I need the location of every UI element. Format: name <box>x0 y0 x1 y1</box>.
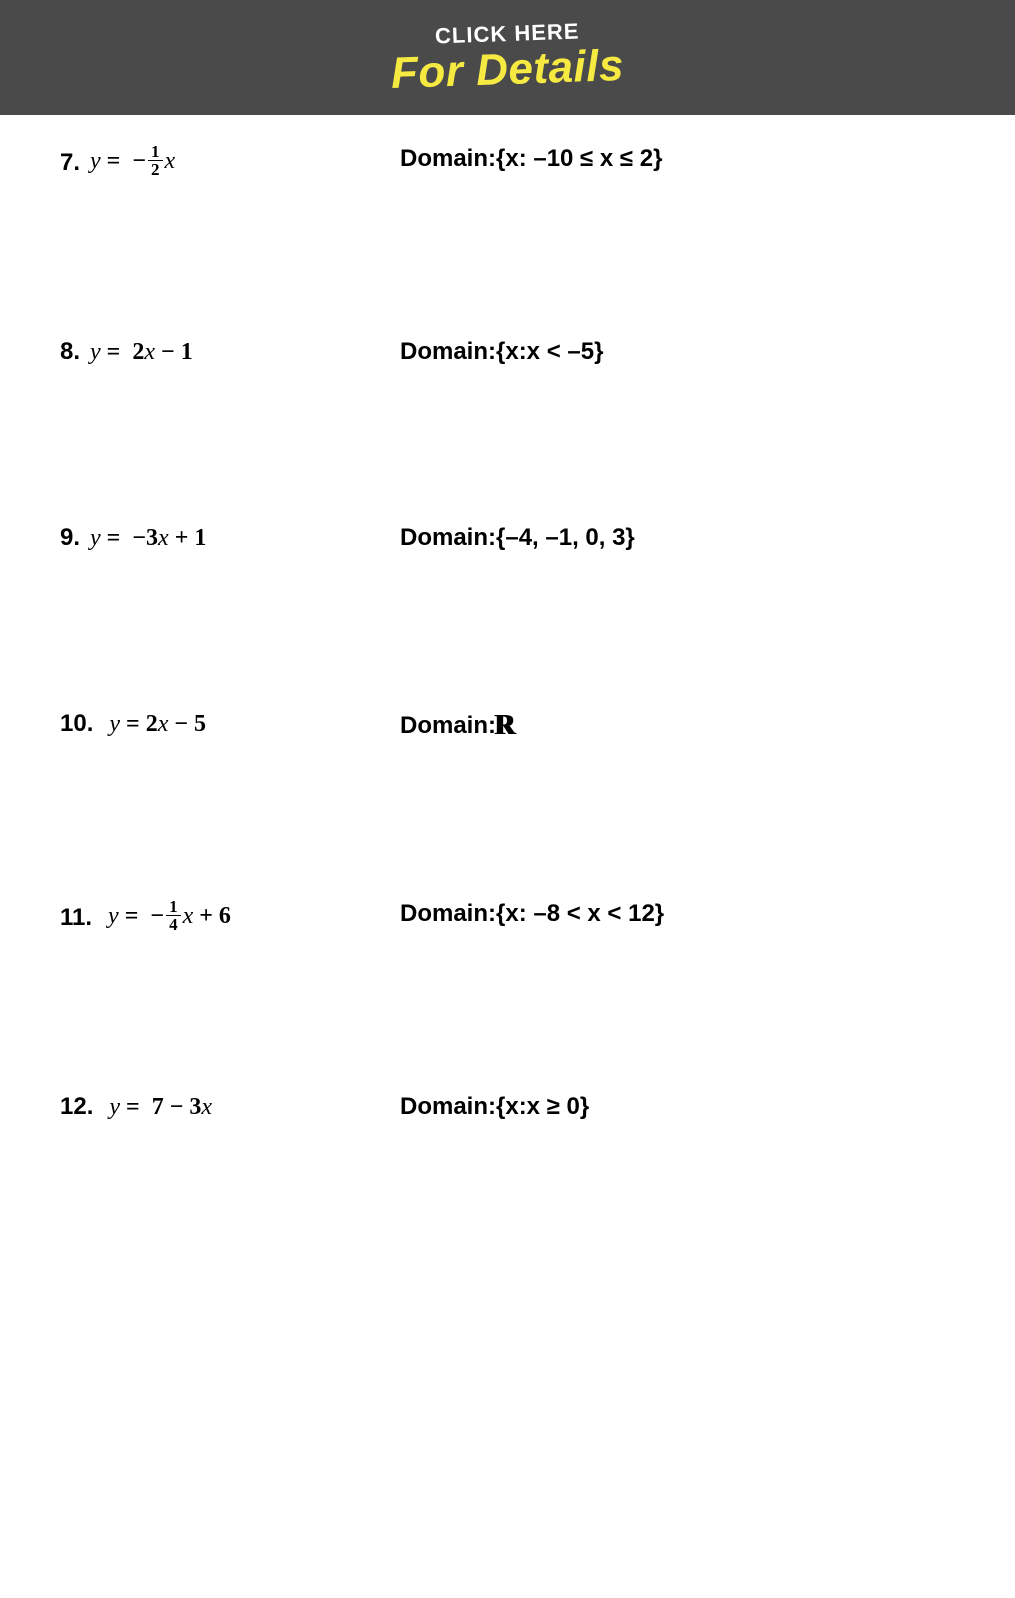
problem-number: 11. <box>60 904 92 932</box>
domain-label: Domain: <box>400 524 496 552</box>
equation: 8. y = 2x − 1 <box>60 338 400 366</box>
equation-text: y = −12x <box>90 145 175 180</box>
domain-label: Domain: <box>400 1093 496 1121</box>
equation: 7. y = −12x <box>60 145 400 180</box>
problem-number: 12. <box>60 1093 93 1121</box>
equation: 9. y = −3x + 1 <box>60 524 400 552</box>
domain-value: {–4, –1, 0, 3} <box>496 524 635 552</box>
equation-text: y = −3x + 1 <box>90 525 206 552</box>
equation: 11. y = −14x + 6 <box>60 900 400 935</box>
equation: 12. y = 7 − 3x <box>60 1093 400 1121</box>
problem-number: 9. <box>60 524 80 552</box>
domain: Domain: R <box>400 710 516 742</box>
problem-row: 12. y = 7 − 3x Domain: {x:x ≥ 0} <box>60 1093 955 1121</box>
domain: Domain: {x:x < –5} <box>400 338 603 366</box>
domain-label: Domain: <box>400 338 496 366</box>
domain: Domain: {–4, –1, 0, 3} <box>400 524 635 552</box>
equation: 10. y = 2x − 5 <box>60 710 400 738</box>
real-numbers-symbol: R <box>496 710 516 742</box>
domain-value: {x:x < –5} <box>496 338 603 366</box>
domain-label: Domain: <box>400 900 496 928</box>
worksheet-content: 7. y = −12x Domain: {x: –10 ≤ x ≤ 2} 8. … <box>0 115 1015 1299</box>
equation-text: y = 7 − 3x <box>103 1094 212 1121</box>
banner-bottom-text: For Details <box>390 40 624 98</box>
problem-row: 10. y = 2x − 5 Domain: R <box>60 710 955 742</box>
problem-number: 10. <box>60 710 93 738</box>
domain: Domain: {x: –8 < x < 12} <box>400 900 664 928</box>
equation-text: y = 2x − 5 <box>103 711 206 738</box>
problem-row: 7. y = −12x Domain: {x: –10 ≤ x ≤ 2} <box>60 145 955 180</box>
domain: Domain: {x: –10 ≤ x ≤ 2} <box>400 145 662 173</box>
domain-value: {x:x ≥ 0} <box>496 1093 589 1121</box>
problem-number: 7. <box>60 149 80 177</box>
domain-label: Domain: <box>400 712 496 740</box>
domain-label: Domain: <box>400 145 496 173</box>
equation-text: y = −14x + 6 <box>102 900 231 935</box>
problem-row: 8. y = 2x − 1 Domain: {x:x < –5} <box>60 338 955 366</box>
equation-text: y = 2x − 1 <box>90 339 193 366</box>
domain-value: {x: –8 < x < 12} <box>496 900 664 928</box>
problem-row: 9. y = −3x + 1 Domain: {–4, –1, 0, 3} <box>60 524 955 552</box>
problem-row: 11. y = −14x + 6 Domain: {x: –8 < x < 12… <box>60 900 955 935</box>
problem-number: 8. <box>60 338 80 366</box>
domain-value: {x: –10 ≤ x ≤ 2} <box>496 145 662 173</box>
banner[interactable]: CLICK HERE For Details <box>0 0 1015 115</box>
domain: Domain: {x:x ≥ 0} <box>400 1093 589 1121</box>
